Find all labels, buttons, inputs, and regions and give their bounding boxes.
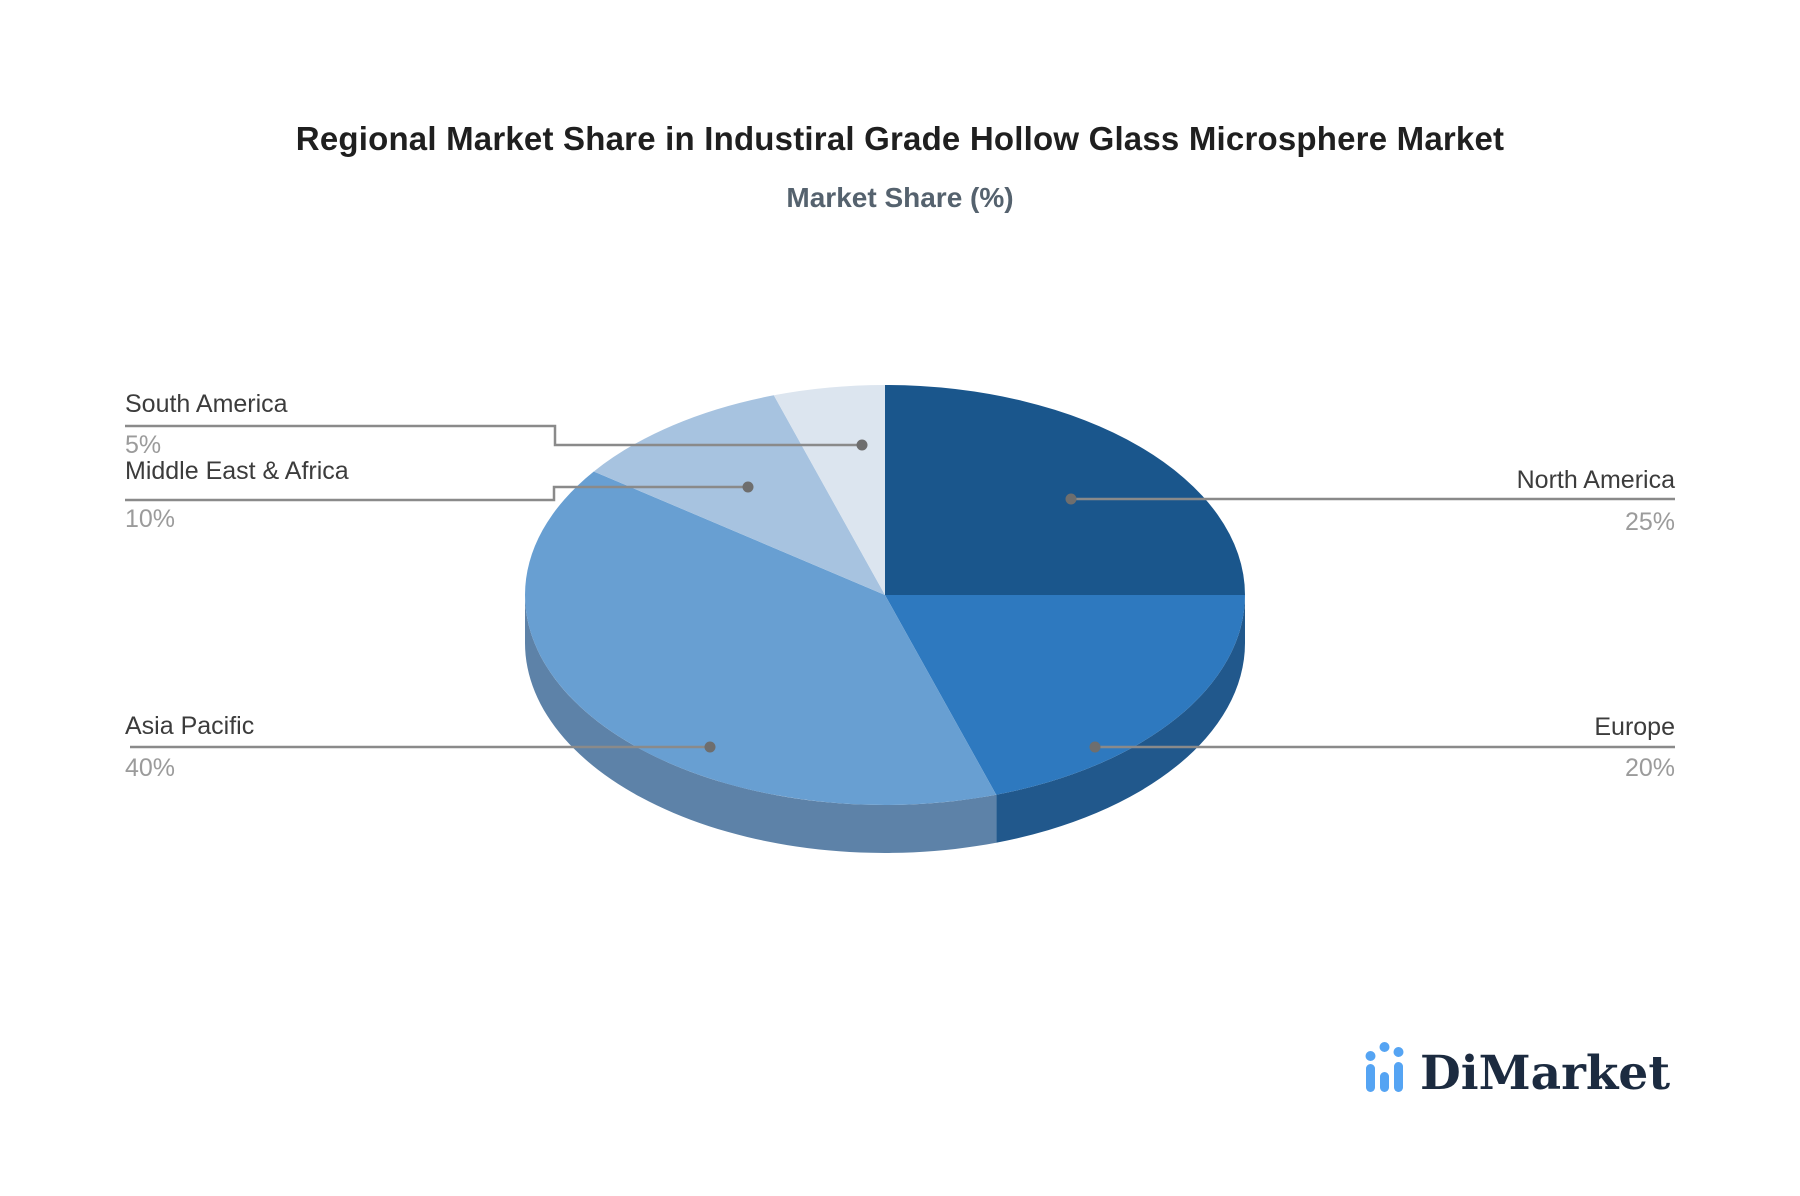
label-south-america: South America	[125, 390, 288, 418]
pie-slice-europe[interactable]	[885, 595, 1245, 795]
brand-logo-text: DiMarket	[1420, 1046, 1671, 1101]
label-middle-east-africa: Middle East & Africa	[125, 457, 349, 485]
label-north-america: North America	[1516, 466, 1675, 494]
leader-dot-asia-pacific	[704, 741, 716, 753]
bar-chart-icon	[1365, 1042, 1404, 1092]
leader-dot-north-america	[1065, 493, 1077, 505]
label-asia-pacific: Asia Pacific	[125, 712, 255, 740]
value-asia-pacific: 40%	[125, 754, 176, 782]
value-middle-east-africa: 10%	[125, 505, 176, 533]
label-europe: Europe	[1594, 713, 1675, 741]
value-south-america: 5%	[125, 431, 162, 459]
leader-line-south-america	[125, 424, 857, 447]
chart-subtitle: Market Share (%)	[786, 182, 1014, 213]
pie-slice-south-america[interactable]	[773, 385, 885, 595]
leader-dot-middle-east-africa	[742, 481, 754, 493]
pie-slice-asia-pacific[interactable]	[525, 471, 997, 805]
leader-dot-europe	[1089, 741, 1101, 753]
pie-side-asia-pacific	[525, 595, 997, 853]
value-europe: 20%	[1624, 754, 1675, 782]
value-north-america: 25%	[1624, 508, 1675, 536]
pie-side-europe	[996, 595, 1245, 843]
leader-dot-south-america	[856, 439, 868, 451]
pie-slice-north-america[interactable]	[885, 385, 1245, 595]
leader-line-middle-east-africa	[125, 485, 743, 502]
chart-title: Regional Market Share in Industiral Grad…	[295, 120, 1505, 157]
